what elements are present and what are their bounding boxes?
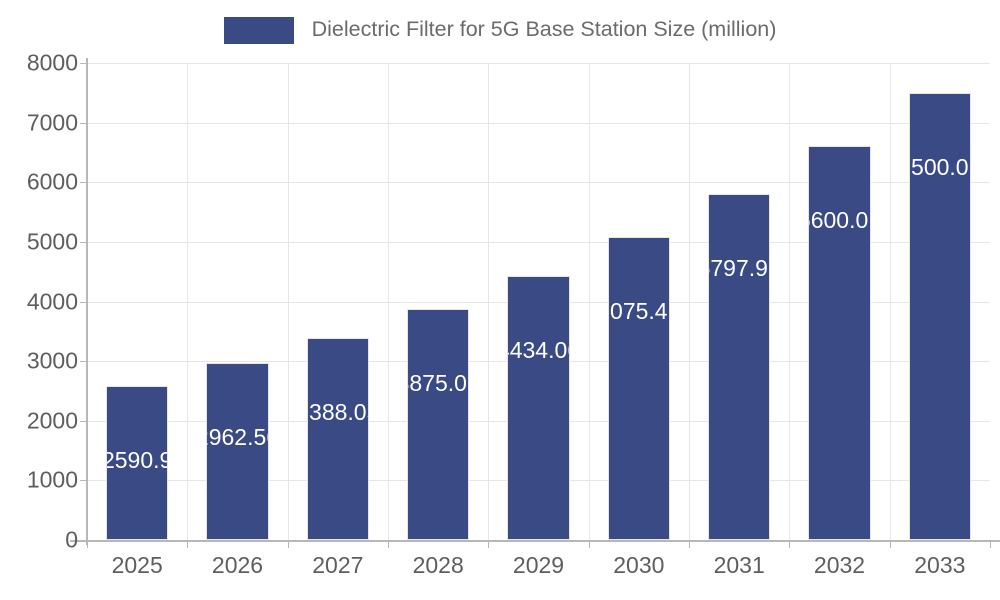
plot-area: 2590.92962.563388.053875.014434.065075.4… xyxy=(87,63,990,541)
gridline-vertical xyxy=(689,63,690,540)
y-axis-tick-mark xyxy=(80,241,87,243)
x-axis-tick-label: 2027 xyxy=(312,552,364,578)
y-axis-tick-mark xyxy=(80,122,87,124)
x-axis-tick-label: 2032 xyxy=(813,552,866,578)
x-axis-tick-mark xyxy=(789,541,791,548)
x-axis-tick-mark xyxy=(287,541,289,548)
bar[interactable]: 5797.91 xyxy=(708,194,771,540)
x-axis-tick-mark xyxy=(889,541,891,548)
y-axis-tick-mark xyxy=(80,182,87,184)
legend-entry[interactable]: Dielectric Filter for 5G Base Station Si… xyxy=(223,16,777,44)
gridline-horizontal xyxy=(87,241,990,243)
y-axis-tick-mark xyxy=(80,480,87,482)
gridline-vertical xyxy=(889,63,891,540)
y-axis-line xyxy=(86,58,88,545)
y-axis-tick-mark xyxy=(80,301,87,303)
y-axis-tick-label: 0 xyxy=(65,526,78,553)
x-axis-tick-label: 2033 xyxy=(914,552,966,578)
y-axis-tick-mark xyxy=(80,540,87,541)
x-axis-tick-mark xyxy=(388,541,389,548)
gridline-horizontal xyxy=(87,63,990,64)
y-axis-tick-label: 8000 xyxy=(26,49,78,76)
y-axis-tick-label: 7000 xyxy=(26,109,78,136)
y-axis-tick-label: 2000 xyxy=(26,407,78,434)
y-axis-tick-label: 3000 xyxy=(26,347,78,374)
x-axis-tick-mark xyxy=(689,541,690,548)
x-axis-tick-label: 2030 xyxy=(613,552,665,578)
legend-color-swatch xyxy=(223,16,294,44)
x-axis-tick-mark xyxy=(187,541,189,548)
gridline-vertical xyxy=(789,63,791,540)
gridline-vertical xyxy=(287,63,289,540)
x-axis-tick-label: 2025 xyxy=(111,552,163,578)
chart-legend: Dielectric Filter for 5G Base Station Si… xyxy=(0,10,1000,50)
x-axis-tick-label: 2028 xyxy=(412,552,464,578)
x-axis-line xyxy=(70,540,1000,542)
y-axis-tick-mark xyxy=(80,63,87,64)
y-axis-tick-label: 6000 xyxy=(26,168,78,195)
y-axis-tick-label: 5000 xyxy=(26,228,78,255)
bar[interactable]: 3388.05 xyxy=(306,337,369,540)
gridline-vertical xyxy=(187,63,189,540)
gridline-vertical xyxy=(488,63,490,540)
gridline-vertical xyxy=(588,63,590,540)
x-axis-tick-mark xyxy=(588,541,590,548)
y-axis-ticks: 0 1000 2000 3000 4000 5000 6000 7000 8000 xyxy=(0,0,87,600)
bar[interactable]: 2590.9 xyxy=(106,385,169,540)
x-axis-tick-label: 2026 xyxy=(211,552,264,578)
x-axis-tick-label: 2029 xyxy=(512,552,565,578)
x-axis-tick-mark xyxy=(488,541,490,548)
y-axis-tick-mark xyxy=(80,361,87,363)
y-axis-tick-label: 4000 xyxy=(26,288,78,314)
legend-label: Dielectric Filter for 5G Base Station Si… xyxy=(311,17,777,42)
x-axis-tick-label: 2031 xyxy=(713,552,765,578)
bar[interactable]: 6600.01 xyxy=(808,146,871,540)
x-axis-tick-mark xyxy=(87,541,88,548)
y-axis-tick-label: 1000 xyxy=(26,466,78,493)
gridline-vertical xyxy=(388,63,389,540)
bar[interactable]: 7500.01 xyxy=(908,92,971,540)
y-axis-tick-mark xyxy=(80,420,87,422)
x-axis-tick-mark xyxy=(990,541,991,548)
gridline-horizontal xyxy=(87,182,990,184)
gridline-horizontal xyxy=(87,122,990,124)
